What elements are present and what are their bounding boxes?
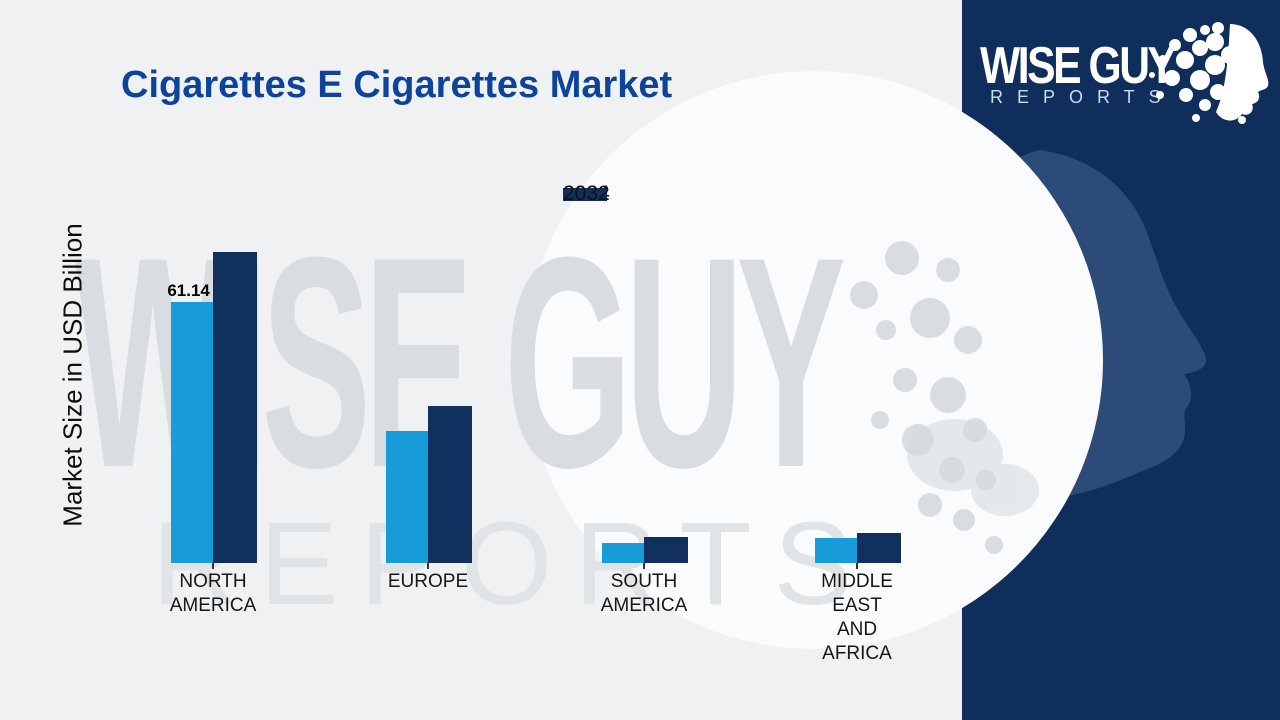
brand-logo-name: WISE GUY — [980, 37, 1176, 95]
bar-2024 — [171, 302, 213, 563]
value-label: 61.14 — [167, 281, 210, 300]
axis-tick — [643, 563, 645, 569]
axis-tick — [427, 563, 429, 569]
category-label: NORTH AMERICA — [169, 571, 257, 616]
category-label: EUROPE — [387, 571, 469, 592]
bar-2032 — [644, 537, 688, 563]
bar-2024 — [815, 538, 857, 563]
legend-label: 2032 — [563, 182, 610, 205]
bar-2024 — [386, 431, 428, 563]
axis-tick — [856, 563, 858, 569]
bar-2024 — [602, 543, 644, 563]
brand-logo-sub: REPORTS — [990, 87, 1175, 107]
legend-swatch — [563, 187, 607, 201]
bar-2032 — [428, 406, 472, 563]
watermark-sub: REPORTS — [152, 498, 875, 630]
axis-tick — [212, 563, 214, 569]
category-label: SOUTH AMERICA — [600, 571, 688, 616]
page-title: Cigarettes E Cigarettes Market — [121, 64, 673, 107]
category-label: MIDDLE EAST AND AFRICA — [821, 571, 893, 664]
bar-2032 — [213, 252, 257, 563]
bar-2032 — [857, 533, 901, 563]
page-circle — [525, 71, 1103, 649]
